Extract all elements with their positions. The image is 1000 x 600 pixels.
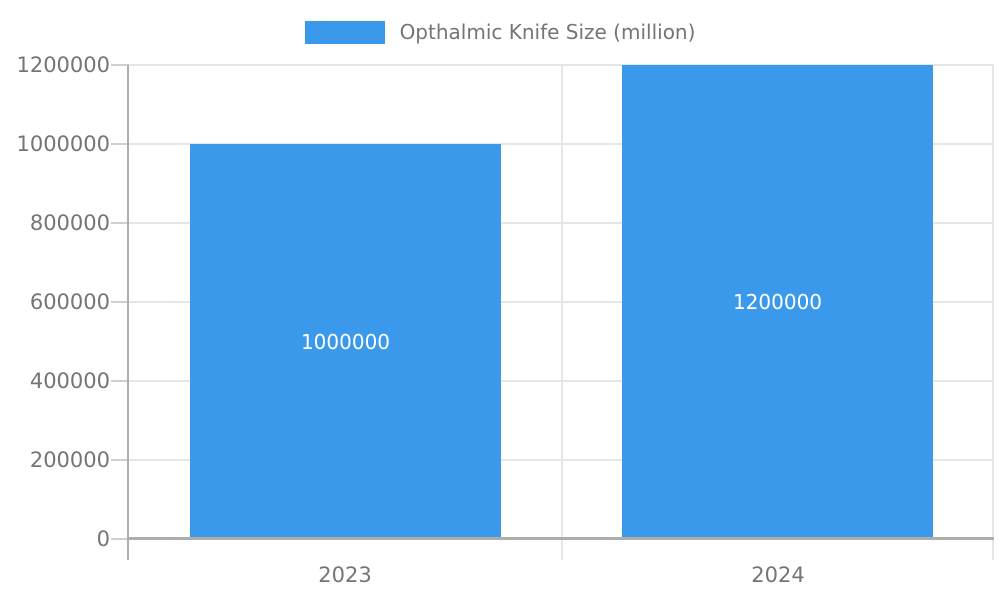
x-axis-tick-label: 2024 [751,563,805,587]
y-tick-mark [111,538,129,540]
x-axis-line [127,537,994,540]
legend-label: Opthalmic Knife Size (million) [399,20,696,44]
y-axis-tick-label: 1200000 [16,53,110,77]
y-axis-tick-label: 0 [96,527,110,551]
y-tick-mark [111,222,129,224]
y-axis-tick-label: 400000 [29,369,110,393]
y-tick-mark [111,143,129,145]
v-gridline [992,65,994,560]
y-axis-line [127,65,129,560]
y-axis-tick-label: 800000 [29,211,110,235]
v-gridline [561,65,563,560]
y-axis-tick-label: 600000 [29,290,110,314]
y-tick-mark [111,301,129,303]
bar-value-label: 1000000 [300,330,391,354]
y-tick-mark [111,459,129,461]
y-tick-mark [111,64,129,66]
x-axis-tick-label: 2023 [318,563,372,587]
y-tick-mark [111,380,129,382]
y-axis-tick-label: 200000 [29,448,110,472]
bar-2023[interactable] [190,144,501,539]
legend-swatch [304,20,385,44]
bar-value-label: 1200000 [732,290,823,314]
bar-2024[interactable] [622,65,933,539]
y-axis-tick-label: 1000000 [16,132,110,156]
legend-item[interactable]: Opthalmic Knife Size (million) [0,18,1000,46]
